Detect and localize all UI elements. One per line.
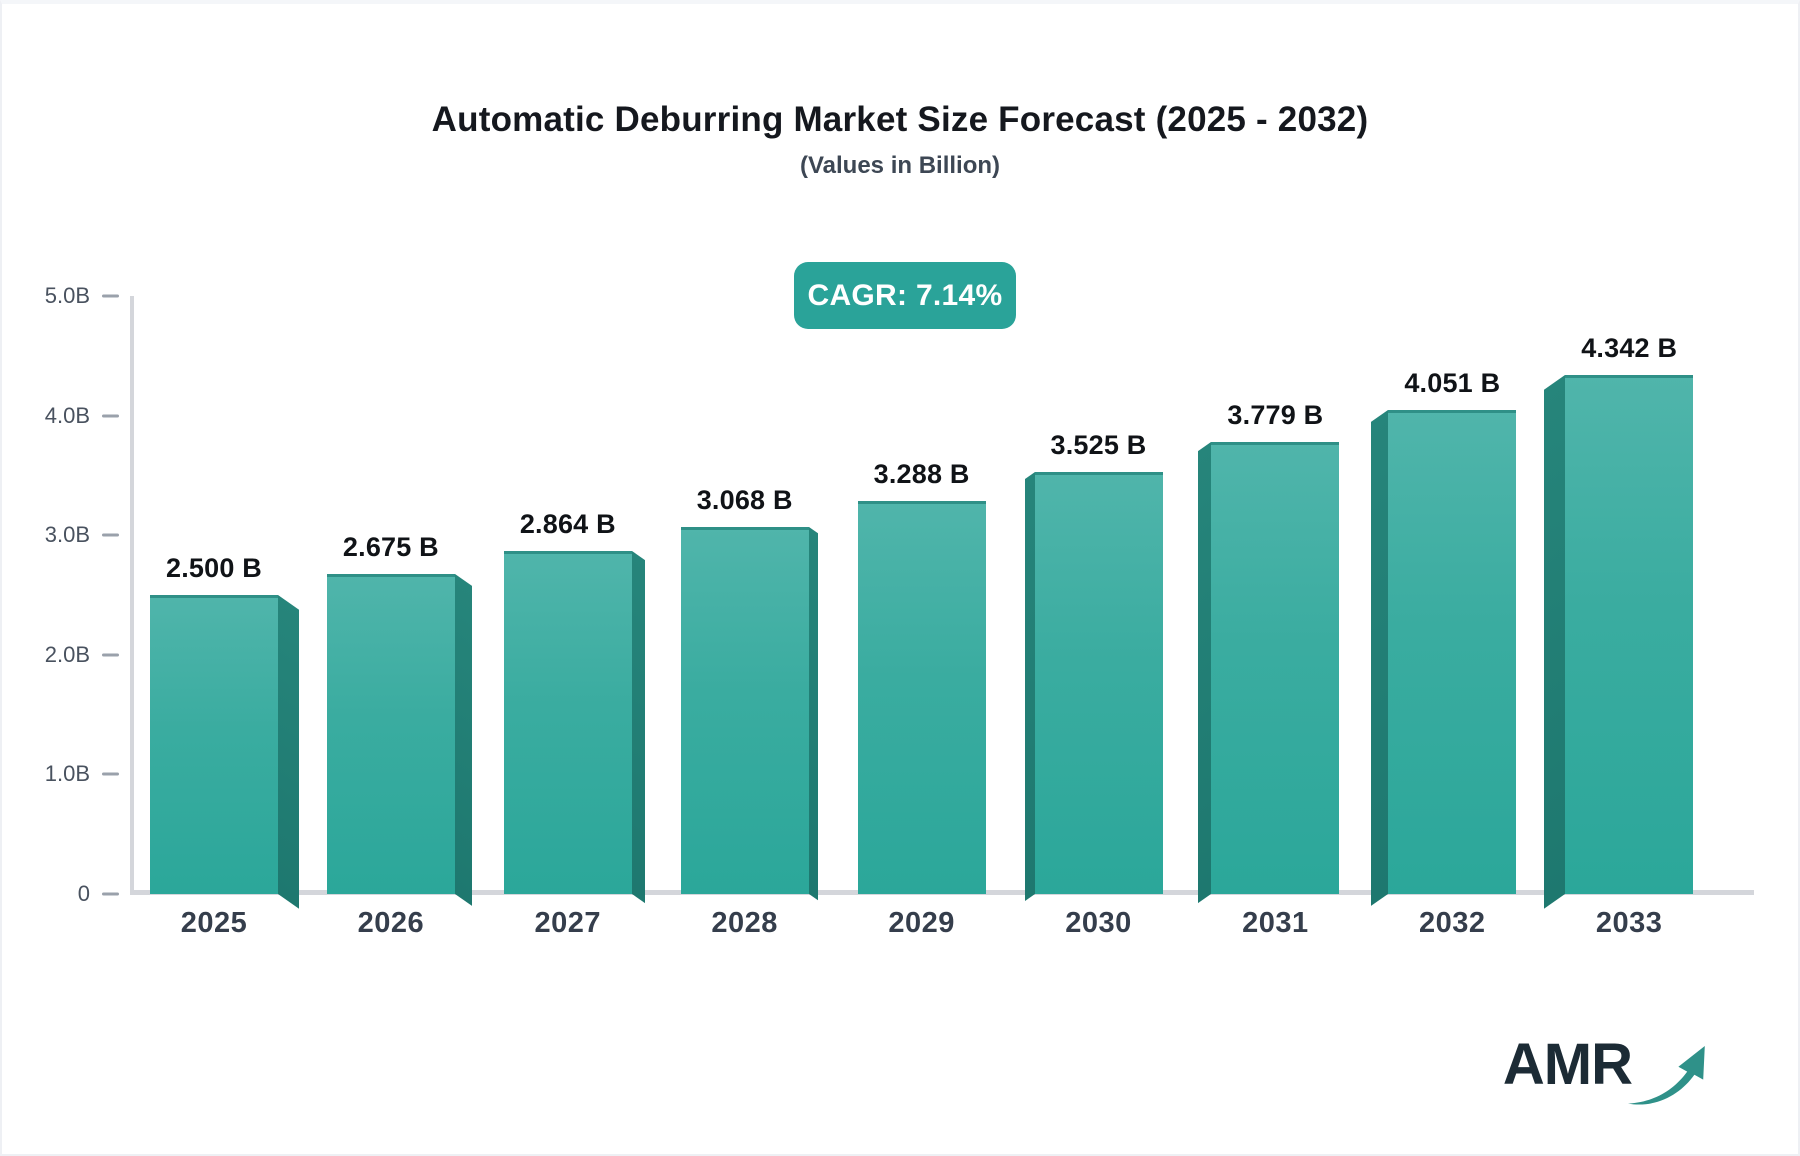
x-axis-label-2032: 2032 [1419,907,1486,939]
bar-value-label-2030: 3.525 B [1050,430,1147,461]
bar-2029 [857,500,986,894]
y-axis-tick-label: 2.0B [44,641,90,667]
bar-value-label-2031: 3.779 B [1227,400,1324,431]
bar-side-face-2027 [631,551,645,904]
y-axis-tick [102,294,119,298]
amr-logo: AMR [1503,1036,1710,1110]
x-axis-label-2025: 2025 [180,907,248,939]
y-axis-tick [102,892,119,896]
chart-subtitle: (Values in Billion) [799,152,1001,179]
bar-side-face-2033 [1544,374,1566,909]
y-axis-tick-label: 0 [77,881,90,906]
bar-2032 [1388,409,1517,894]
bar-2028 [680,527,809,894]
bar-2026 [326,574,455,894]
cagr-badge: CAGR: 7.14% [794,262,1016,329]
x-axis-label-2028: 2028 [711,907,778,939]
bar-2031 [1211,442,1340,894]
y-axis-line [130,296,134,894]
y-axis-tick [102,414,119,418]
growth-arrow-icon [1628,1046,1705,1105]
x-axis-label-2029: 2029 [888,907,955,939]
y-axis-tick-label: 3.0B [44,522,90,548]
bar-side-face-2028 [808,527,818,901]
y-axis-tick [102,533,119,537]
x-axis-label-2031: 2031 [1242,907,1309,939]
x-axis-label-2033: 2033 [1595,907,1663,939]
bar-value-label-2029: 3.288 B [873,458,970,489]
y-axis-tick [102,772,119,776]
bar-2025 [150,595,278,894]
bar-2027 [503,551,632,894]
x-axis-label-2030: 2030 [1065,907,1132,939]
y-axis-tick-label: 4.0B [44,402,90,428]
amr-logo-text: AMR [1502,1032,1633,1097]
cagr-badge-label: CAGR: 7.14% [807,278,1003,312]
bar-side-face-2026 [454,574,472,906]
bar-value-label-2025: 2.500 B [166,553,262,583]
bar-2030 [1034,472,1163,894]
bar-2033 [1565,374,1694,894]
bar-side-face-2030 [1024,472,1035,901]
bar-value-label-2032: 4.051 B [1404,367,1501,398]
bar-side-face-2025 [278,595,299,909]
x-axis-label-2026: 2026 [357,907,425,939]
bar-value-label-2027: 2.864 B [519,509,616,540]
bar-value-label-2026: 2.675 B [342,532,439,563]
y-axis-tick-label: 1.0B [44,761,90,787]
bar-side-face-2032 [1371,409,1389,906]
y-axis-tick [102,653,119,657]
y-axis-tick-label: 5.0B [44,283,90,308]
bar-side-face-2031 [1198,442,1212,904]
chart-title: Automatic Deburring Market Size Forecast… [431,100,1369,139]
bar-value-label-2033: 4.342 B [1581,332,1678,363]
bar-value-label-2028: 3.068 B [696,485,793,516]
x-axis-label-2027: 2027 [534,907,602,939]
